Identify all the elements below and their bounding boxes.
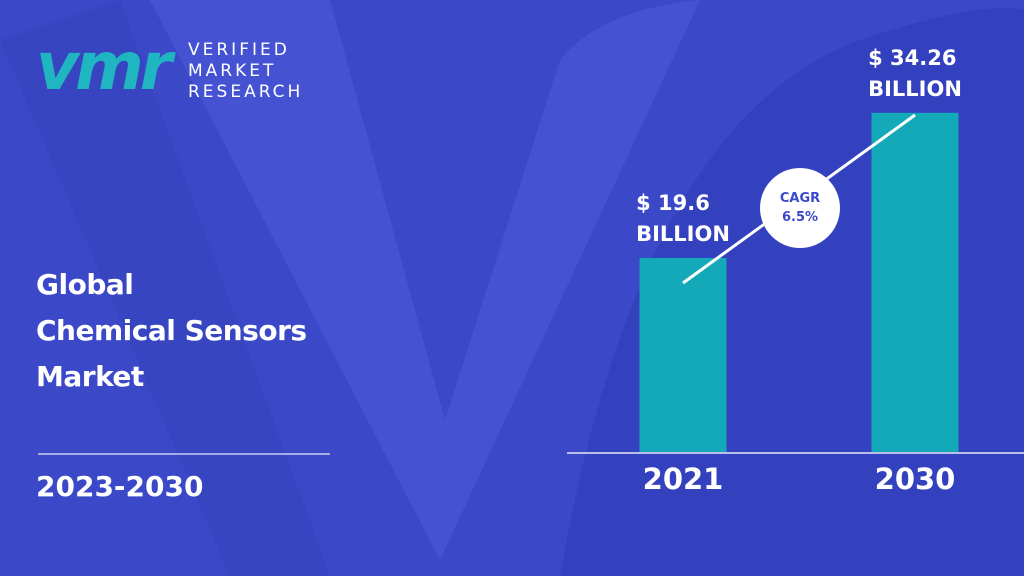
- value-label: $ 19.6 BILLION: [636, 190, 730, 246]
- background-shape: [150, 0, 700, 560]
- x-tick-label: 2021: [642, 462, 724, 496]
- bar: [871, 112, 959, 453]
- logo-text: VERIFIED MARKET RESEARCH: [188, 40, 304, 102]
- background-shape: [0, 0, 330, 576]
- title: Global Chemical Sensors Market: [36, 268, 307, 393]
- cagr-badge: [760, 168, 840, 248]
- x-tick-label: 2030: [874, 462, 956, 496]
- logo-mark: vmr: [36, 28, 172, 105]
- annotation: CAGR 6.5%: [779, 191, 821, 225]
- bar: [639, 257, 727, 452]
- value-label: $ 34.26 BILLION: [868, 45, 962, 101]
- subtitle: 2023-2030: [36, 470, 204, 503]
